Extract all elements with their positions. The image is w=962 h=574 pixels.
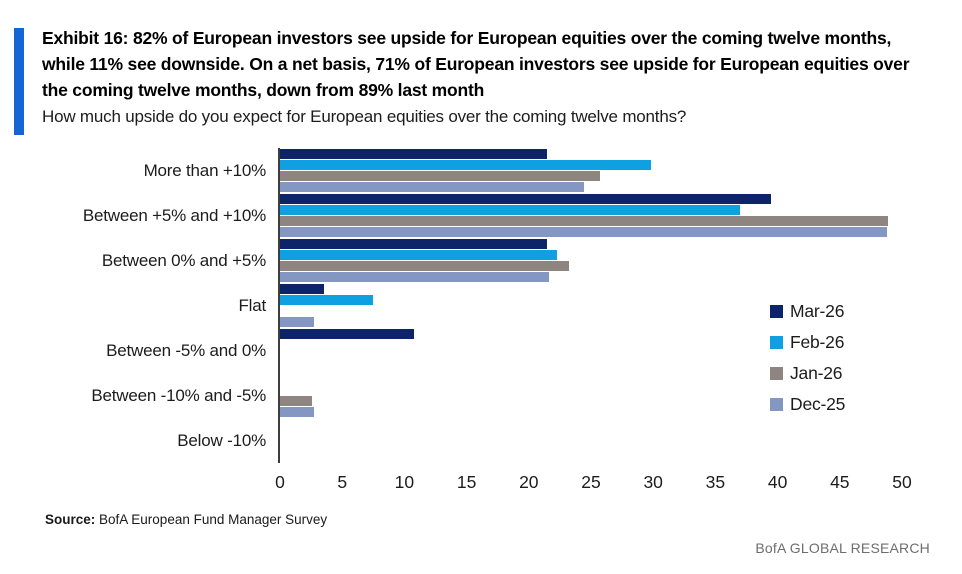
legend-item-feb-26: Feb-26 — [770, 327, 845, 358]
bar-group — [280, 418, 920, 463]
legend-item-jan-26: Jan-26 — [770, 358, 845, 389]
category-label: Between 0% and +5% — [101, 251, 266, 270]
bar-mar-26-3 — [280, 284, 324, 294]
source-note: Source: BofA European Fund Manager Surve… — [45, 512, 327, 527]
legend-swatch-icon — [770, 398, 783, 411]
brand-mark: BofA GLOBAL RESEARCH — [755, 540, 930, 556]
source-text: BofA European Fund Manager Survey — [95, 512, 328, 527]
bar-jan-26-5 — [280, 396, 313, 406]
legend-item-mar-26: Mar-26 — [770, 296, 845, 327]
bar-mar-26-1 — [280, 194, 772, 204]
bar-dec-25-0 — [280, 182, 584, 192]
bar-group — [280, 373, 920, 418]
x-tick-label: 10 — [394, 472, 415, 492]
bar-feb-26-0 — [280, 160, 651, 170]
x-tick-label: 15 — [456, 472, 477, 492]
bar-jan-26-1 — [280, 216, 889, 226]
category-label: More than +10% — [143, 161, 267, 180]
x-tick-label: 45 — [830, 472, 850, 492]
source-label: Source: — [45, 512, 96, 527]
x-tick-label: 20 — [519, 472, 539, 492]
bar-feb-26-2 — [280, 250, 558, 260]
bar-dec-25-1 — [280, 227, 888, 237]
x-tick-label: 35 — [705, 472, 726, 492]
legend-swatch-icon — [770, 336, 783, 349]
x-axis-ticks: 0 5 10 15 20 25 30 35 40 45 50 — [275, 472, 940, 496]
legend-item-dec-25: Dec-25 — [770, 389, 845, 420]
x-tick-label: 5 — [337, 472, 348, 492]
x-tick-label: 25 — [581, 472, 601, 492]
bar-group — [280, 283, 920, 328]
bar-feb-26-1 — [280, 205, 741, 215]
x-tick-label: 50 — [892, 472, 912, 492]
legend: Mar-26 Feb-26 Jan-26 Dec-25 — [770, 296, 845, 420]
x-tick-label: 40 — [767, 472, 788, 492]
category-label: Between -10% and -5% — [91, 386, 266, 405]
legend-label: Jan-26 — [790, 363, 843, 383]
bar-dec-25-2 — [280, 272, 549, 282]
legend-label: Mar-26 — [790, 301, 845, 321]
x-tick-label: 0 — [275, 472, 285, 492]
bar-group — [280, 193, 920, 238]
category-label: Between +5% and +10% — [82, 206, 266, 225]
y-axis-labels: More than +10% Between +5% and +10% Betwee… — [0, 148, 266, 463]
chart-question-subtitle: How much upside do you expect for Europe… — [42, 107, 687, 126]
bar-jan-26-2 — [280, 261, 569, 271]
bar-dec-25-5 — [280, 407, 314, 417]
bar-mar-26-4 — [280, 329, 415, 339]
legend-label: Feb-26 — [790, 332, 845, 352]
category-label: Flat — [238, 296, 266, 315]
bar-group — [280, 238, 920, 283]
plot-area — [278, 148, 920, 463]
bar-mar-26-0 — [280, 149, 548, 159]
legend-swatch-icon — [770, 367, 783, 380]
bar-feb-26-3 — [280, 295, 374, 305]
bar-dec-25-3 — [280, 317, 314, 327]
exhibit-title: Exhibit 16: 82% of European investors se… — [42, 28, 910, 100]
accent-bar — [14, 28, 24, 135]
bar-group — [280, 148, 920, 193]
x-tick-label: 30 — [643, 472, 663, 492]
legend-swatch-icon — [770, 305, 783, 318]
category-label: Below -10% — [177, 431, 266, 450]
legend-label: Dec-25 — [790, 394, 846, 414]
bar-group — [280, 328, 920, 373]
category-label: Between -5% and 0% — [106, 341, 266, 360]
bar-mar-26-2 — [280, 239, 548, 249]
y-axis-line — [278, 148, 280, 463]
bar-jan-26-0 — [280, 171, 600, 181]
title-block: Exhibit 16: 82% of European investors se… — [42, 25, 930, 129]
